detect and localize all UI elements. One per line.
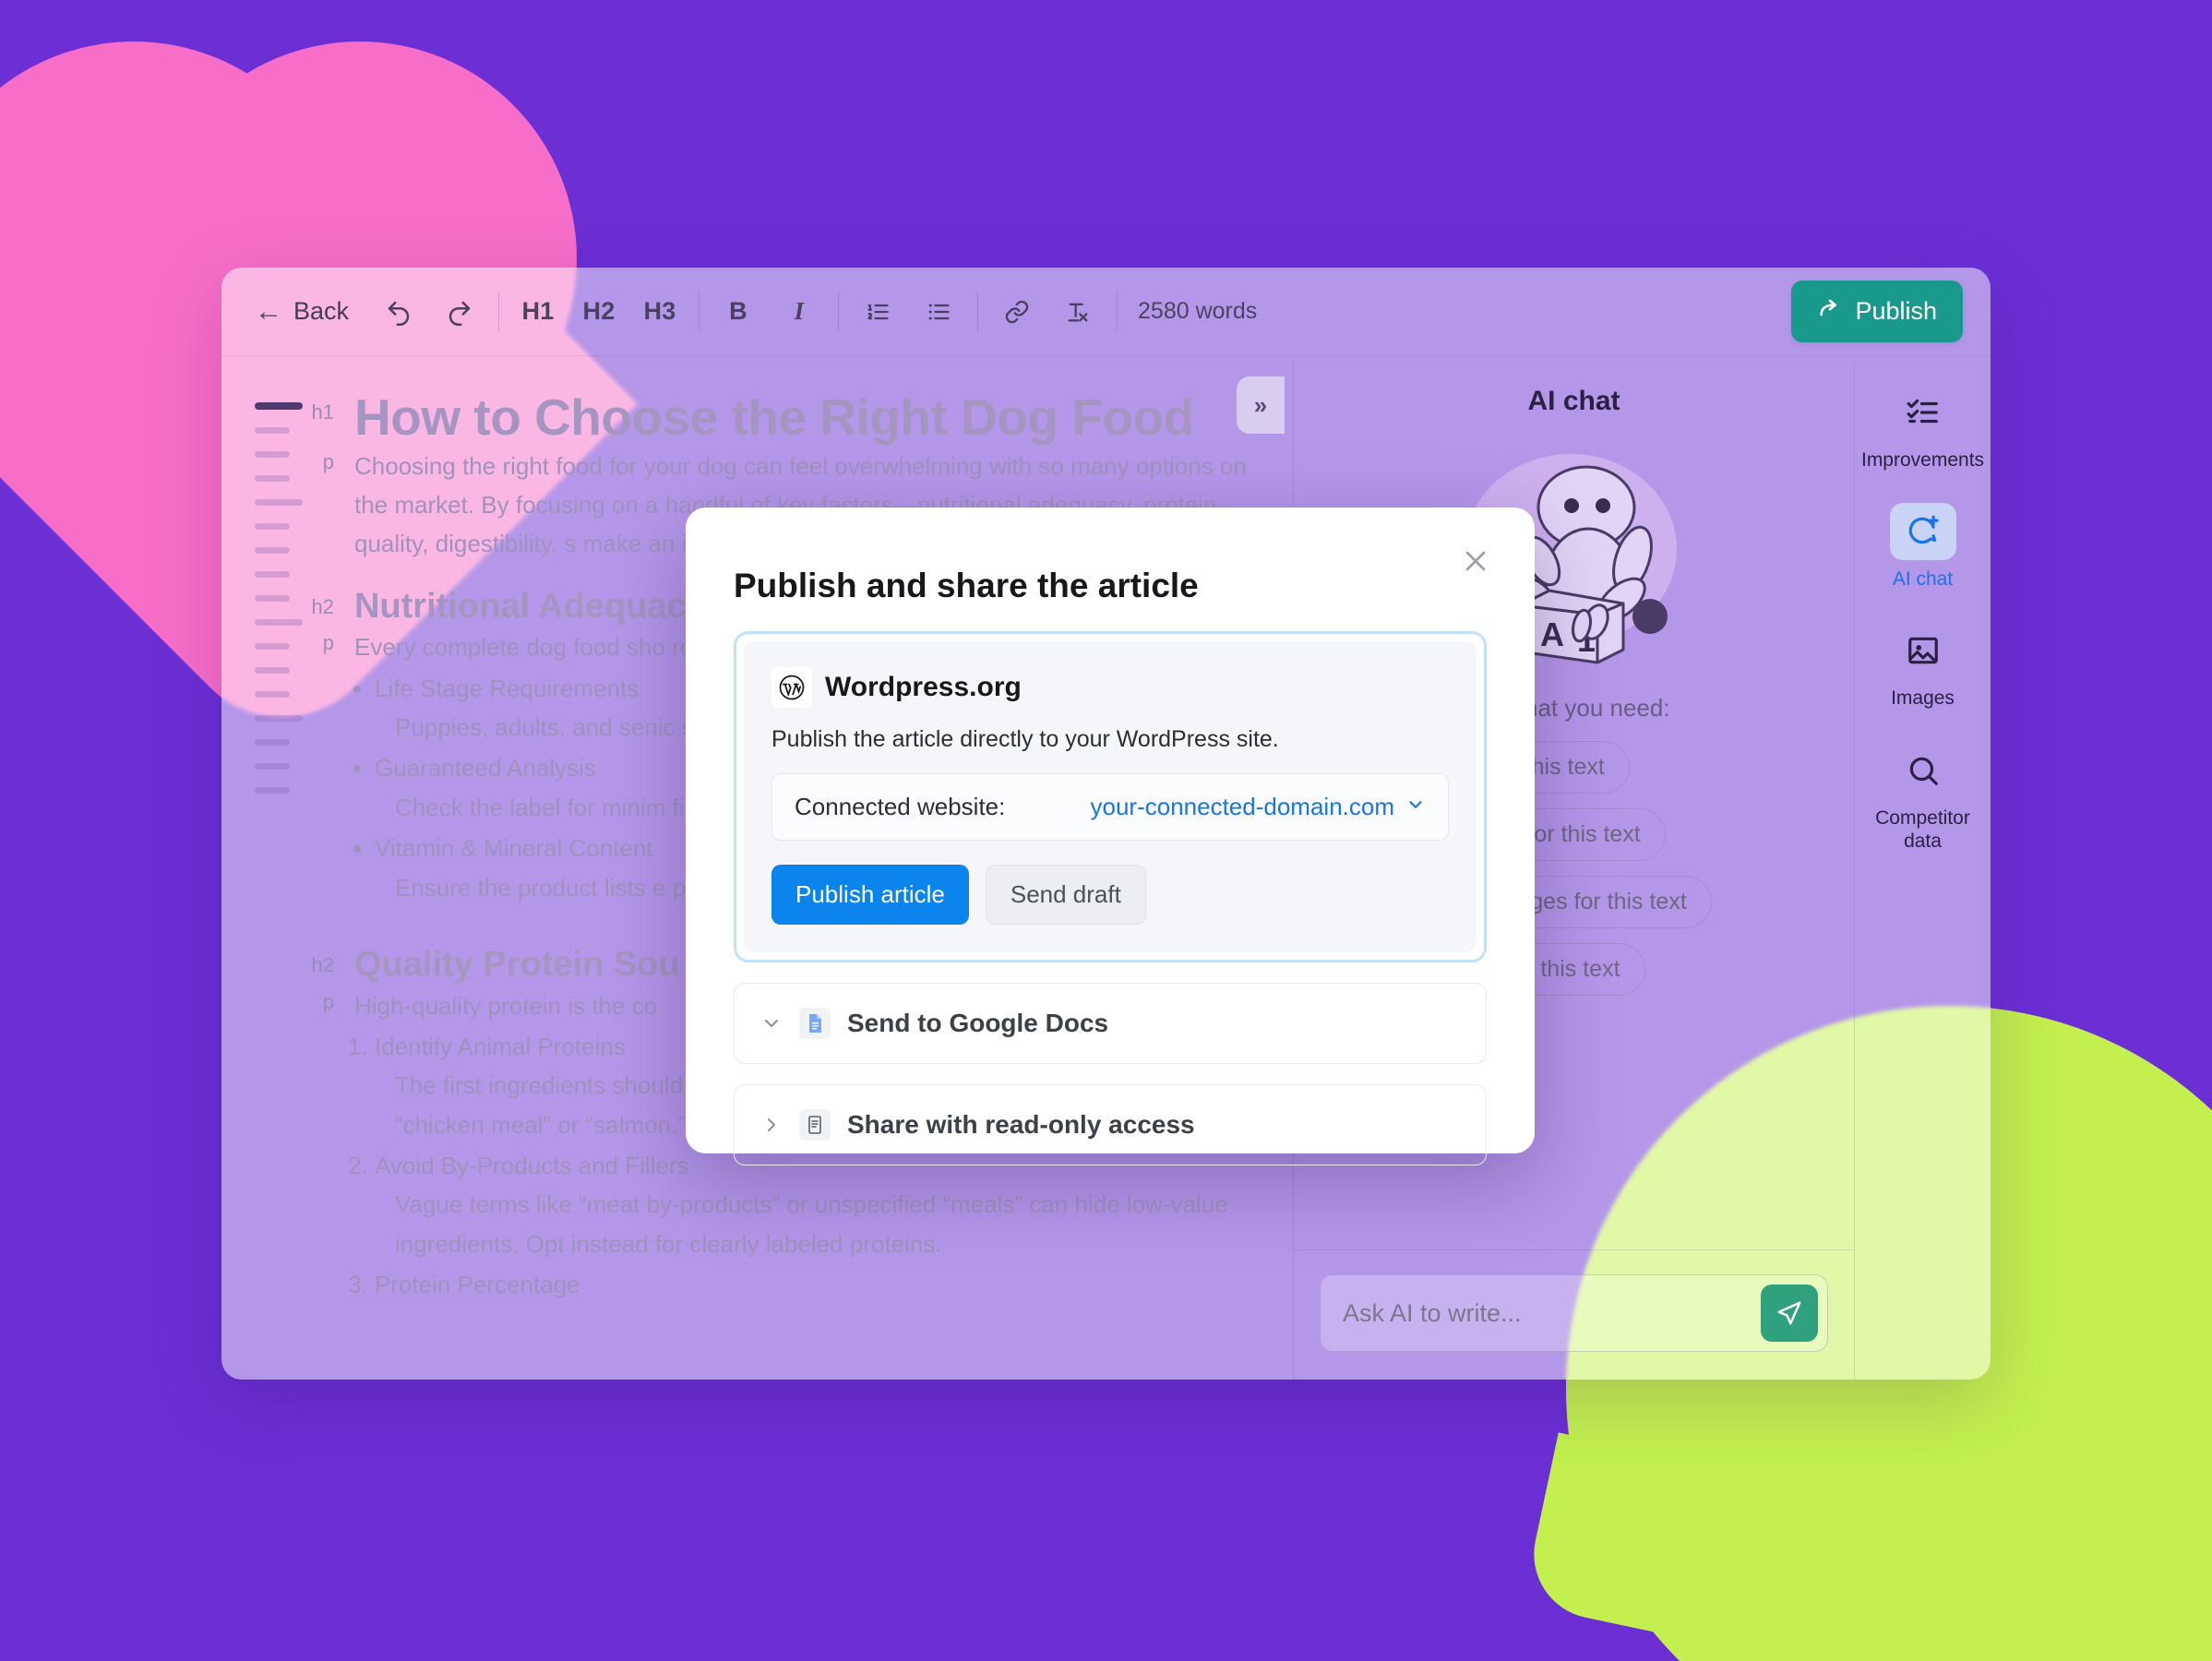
wordpress-name: Wordpress.org xyxy=(825,672,1022,702)
ai-chat-input[interactable]: Ask AI to write... xyxy=(1320,1274,1828,1352)
rail-item-competitor-data[interactable]: Competitor data xyxy=(1864,742,1982,853)
list-item-body: Vague terms like “meat by-products” or u… xyxy=(395,1190,1228,1258)
rail-item-ai-chat[interactable]: AI chat xyxy=(1864,503,1982,591)
list-item: Protein Percentage xyxy=(375,1265,1256,1304)
block-tag-h2: h2 xyxy=(311,594,334,618)
publish-label: Publish xyxy=(1855,297,1937,325)
back-button[interactable]: ← Back xyxy=(255,297,349,326)
publish-button[interactable]: Publish xyxy=(1791,281,1963,342)
option-label: Send to Google Docs xyxy=(847,1009,1109,1037)
wordpress-description: Publish the article directly to your Wor… xyxy=(771,726,1279,752)
back-label: Back xyxy=(293,297,350,325)
list-item-title: Avoid By-Products and Fillers xyxy=(375,1152,689,1180)
rail-item-label: Images xyxy=(1891,687,1955,710)
connected-website-select[interactable]: your-connected-domain.com xyxy=(1091,793,1427,821)
arrow-left-icon: ← xyxy=(255,295,282,327)
page-title: How to Choose the Right Dog Food xyxy=(354,388,1194,446)
right-rail: Improvements AI chat Images Competitor d… xyxy=(1854,356,1991,1380)
block-tag-p: p xyxy=(322,989,334,1013)
chevron-down-icon xyxy=(1405,793,1426,821)
collapse-panel-button[interactable]: » xyxy=(1237,376,1285,434)
close-icon[interactable] xyxy=(1455,541,1496,581)
wordpress-icon xyxy=(771,667,812,708)
section1-heading-block: h2 Nutritional Adequacy xyxy=(303,564,1256,628)
list-item-title: Guaranteed Analysis xyxy=(375,754,596,783)
block-tag-p: p xyxy=(322,631,334,655)
checklist-icon xyxy=(1890,384,1956,441)
send-icon[interactable] xyxy=(1761,1285,1818,1342)
wordpress-destination-card: Wordpress.org Publish the article direct… xyxy=(734,631,1487,962)
rail-item-label: Competitor data xyxy=(1875,807,1970,852)
heading1-button[interactable]: H1 xyxy=(521,297,555,325)
rail-item-label: AI chat xyxy=(1892,568,1954,591)
connected-website-row: Connected website: your-connected-domain… xyxy=(771,773,1449,841)
google-docs-icon xyxy=(799,1008,831,1039)
toolbar-divider xyxy=(838,292,840,331)
chevron-down-icon xyxy=(760,1012,783,1034)
rail-item-label: Improvements xyxy=(1860,449,1985,471)
clear-formatting-icon[interactable] xyxy=(1059,293,1096,330)
bold-button[interactable]: B xyxy=(729,297,747,325)
search-icon xyxy=(1890,742,1956,799)
editor-toolbar: ← Back H1 H2 H3 B I xyxy=(221,268,1991,356)
document-title-block: h1 How to Choose the Right Dog Food xyxy=(303,388,1256,447)
list-item-title: Protein Percentage xyxy=(375,1271,580,1299)
redo-icon[interactable] xyxy=(441,293,478,330)
ai-chat-icon xyxy=(1889,503,1956,561)
rail-item-images[interactable]: Images xyxy=(1864,622,1982,710)
publish-share-modal: Publish and share the article Wordpress.… xyxy=(686,508,1535,1165)
section2-paragraph: High-quality protein is the co xyxy=(354,991,658,1020)
list-item-title: Identify Animal Proteins xyxy=(375,1032,626,1060)
document-icon xyxy=(799,1109,831,1141)
section2-heading: Quality Protein Sou xyxy=(354,944,680,984)
section2-heading-block: h2 Quality Protein Sou xyxy=(303,922,1256,986)
connected-website-value: your-connected-domain.com xyxy=(1090,793,1395,820)
bullet-list-icon[interactable] xyxy=(920,293,957,330)
undo-icon[interactable] xyxy=(380,293,417,330)
publish-article-button[interactable]: Publish article xyxy=(771,865,969,925)
share-arrow-icon xyxy=(1817,295,1843,328)
block-tag-p: p xyxy=(322,449,334,473)
toolbar-divider xyxy=(498,292,500,331)
link-icon[interactable] xyxy=(998,293,1035,330)
share-read-only-row[interactable]: Share with read-only access xyxy=(734,1084,1487,1165)
section2-paragraph-block: p High-quality protein is the co xyxy=(303,986,1256,1025)
list-item: Avoid By-Products and Fillers Vague term… xyxy=(375,1146,1256,1263)
ai-chat-input-bar: Ask AI to write... xyxy=(1294,1249,1854,1380)
option-label: Share with read-only access xyxy=(847,1110,1195,1139)
send-draft-button[interactable]: Send draft xyxy=(985,865,1146,925)
document-minimap[interactable] xyxy=(221,356,303,1380)
section1-heading: Nutritional Adequacy xyxy=(354,586,706,626)
heart-shape xyxy=(0,42,646,759)
connected-website-label: Connected website: xyxy=(795,793,1006,820)
toolbar-divider xyxy=(1117,292,1118,331)
heading2-button[interactable]: H2 xyxy=(582,297,616,325)
block-tag-h1: h1 xyxy=(311,400,334,424)
heading3-button[interactable]: H3 xyxy=(643,297,676,325)
toolbar-divider xyxy=(977,292,979,331)
word-count: 2580 words xyxy=(1138,298,1258,324)
block-tag-h2: h2 xyxy=(311,952,334,976)
modal-title: Publish and share the article xyxy=(734,567,1199,604)
image-icon xyxy=(1890,622,1956,679)
list-item-title: Vitamin & Mineral Content xyxy=(375,834,653,863)
svg-text:A: A xyxy=(1540,615,1564,653)
green-bubble-tail xyxy=(1522,1432,1730,1641)
ai-chat-title: AI chat xyxy=(1527,386,1620,416)
send-to-google-docs-row[interactable]: Send to Google Docs xyxy=(734,983,1487,1064)
rail-item-improvements[interactable]: Improvements xyxy=(1860,384,1985,472)
italic-button[interactable]: I xyxy=(794,297,805,325)
chevron-right-icon xyxy=(760,1114,783,1136)
list-item-title: Life Stage Requirements xyxy=(375,674,640,702)
ai-chat-placeholder: Ask AI to write... xyxy=(1343,1298,1522,1327)
ordered-list-icon[interactable] xyxy=(859,293,896,330)
